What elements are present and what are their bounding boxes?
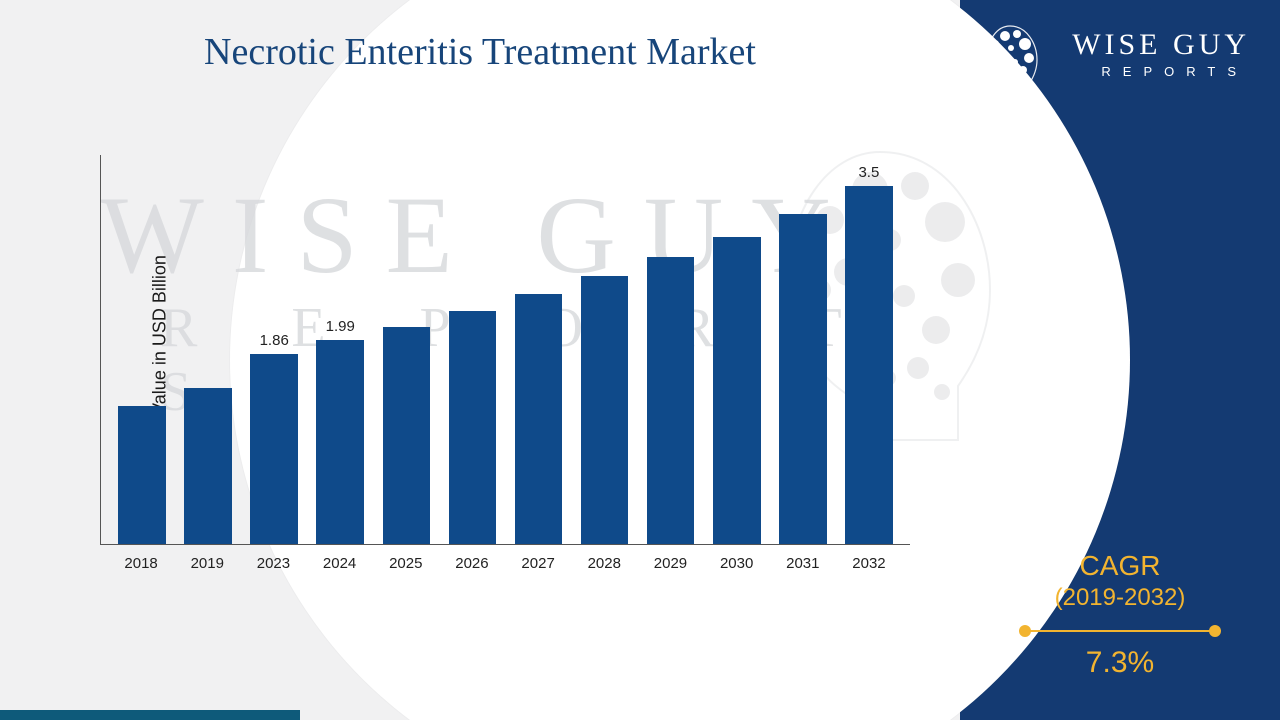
- bar: [779, 214, 827, 544]
- x-tick-label: 2029: [637, 549, 703, 575]
- x-tick-label: 2023: [240, 549, 306, 575]
- bar-wrap: [638, 155, 704, 544]
- bar: [845, 186, 893, 544]
- bar-wrap: [704, 155, 770, 544]
- bar-value-label: 1.99: [326, 318, 355, 336]
- bar-wrap: [109, 155, 175, 544]
- bar: [316, 340, 364, 544]
- logo-text-line2: REPORTS: [1072, 64, 1250, 79]
- x-tick-label: 2027: [505, 549, 571, 575]
- x-tick-label: 2019: [174, 549, 240, 575]
- cagr-value: 7.3%: [960, 646, 1280, 680]
- x-tick-label: 2018: [108, 549, 174, 575]
- x-axis-labels: 2018201920232024202520262027202820292030…: [100, 549, 910, 575]
- logo-text-line1: WISE GUY: [1072, 28, 1250, 62]
- bar: [713, 237, 761, 544]
- bar-wrap: 1.86: [241, 155, 307, 544]
- bar: [383, 327, 431, 544]
- bar-wrap: [439, 155, 505, 544]
- bar: [647, 257, 695, 544]
- x-tick-label: 2030: [704, 549, 770, 575]
- cagr-divider: [1025, 630, 1215, 632]
- logo-head-icon: [975, 22, 1045, 102]
- bar: [449, 311, 497, 544]
- bar-wrap: 1.99: [307, 155, 373, 544]
- brand-logo: WISE GUY REPORTS: [1072, 28, 1250, 79]
- cagr-label: CAGR: [960, 550, 1280, 582]
- chart-title: Necrotic Enteritis Treatment Market: [0, 30, 960, 74]
- bar-wrap: [175, 155, 241, 544]
- bar: [581, 276, 629, 544]
- bar-wrap: [505, 155, 571, 544]
- bar-value-label: 1.86: [260, 332, 289, 350]
- bars-container: 1.86 1.99 3.5: [101, 155, 910, 544]
- bar: [515, 294, 563, 544]
- bar-wrap: [770, 155, 836, 544]
- x-tick-label: 2031: [770, 549, 836, 575]
- cagr-years: (2019-2032): [960, 584, 1280, 612]
- bar-chart: Market Value in USD Billion 1.861.993.5 …: [60, 155, 910, 575]
- bar: [250, 354, 298, 544]
- x-tick-label: 2028: [571, 549, 637, 575]
- main-area: Necrotic Enteritis Treatment Market WISE…: [0, 0, 960, 720]
- bar-wrap: [373, 155, 439, 544]
- x-tick-label: 2024: [307, 549, 373, 575]
- bottom-accent-bar: [0, 710, 300, 720]
- bar-wrap: 3.5: [836, 155, 902, 544]
- bar: [118, 406, 166, 544]
- cagr-block: CAGR (2019-2032) 7.3%: [960, 550, 1280, 680]
- bar-value-label: 3.5: [858, 164, 879, 182]
- x-tick-label: 2032: [836, 549, 902, 575]
- x-tick-label: 2026: [439, 549, 505, 575]
- bar-wrap: [572, 155, 638, 544]
- x-tick-label: 2025: [373, 549, 439, 575]
- bar: [184, 388, 232, 544]
- plot-area: 1.86 1.99 3.5: [100, 155, 910, 545]
